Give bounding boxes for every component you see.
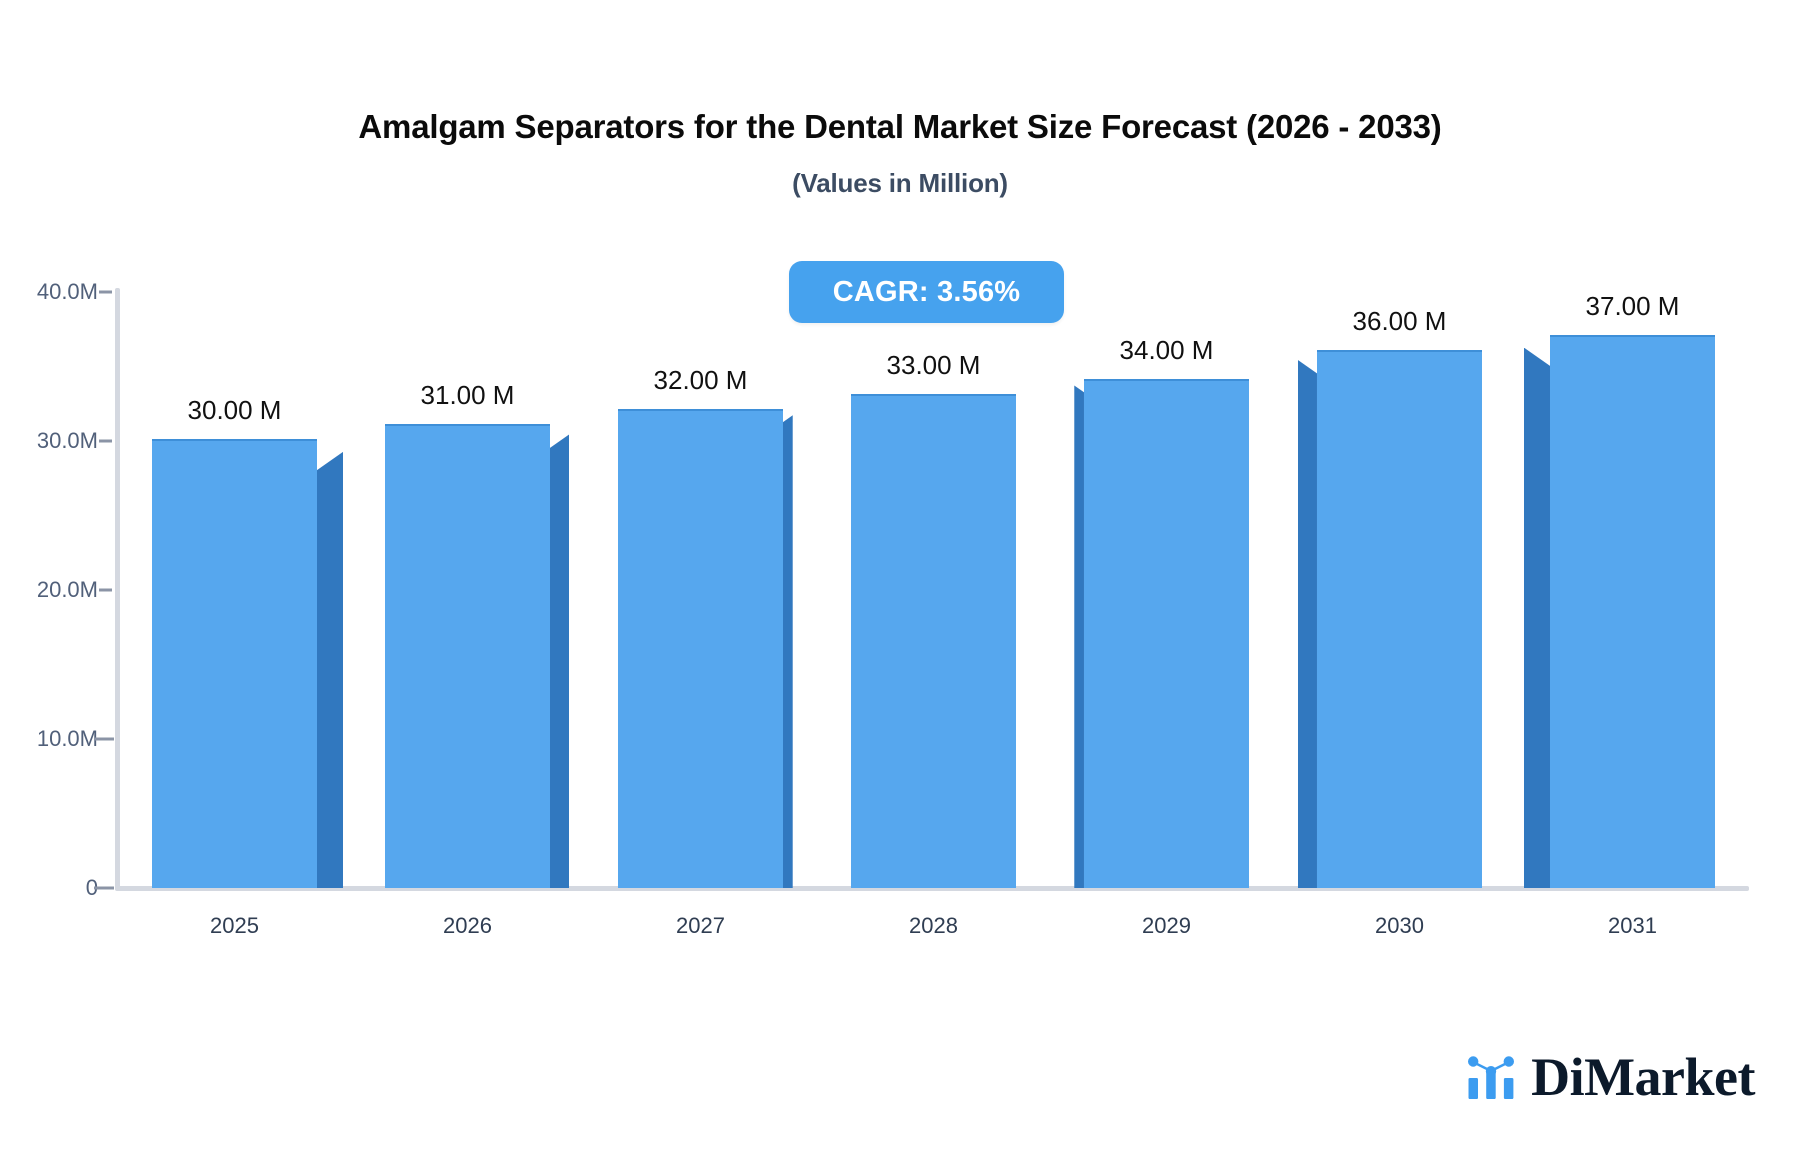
- bar-side-face: [1074, 385, 1084, 888]
- bar-front-face: [385, 424, 550, 888]
- bar-front-face: [1084, 379, 1249, 888]
- bar-front-face: [1317, 349, 1482, 888]
- bar-value-label: 36.00 M: [1352, 305, 1447, 336]
- bar-value-label: 37.00 M: [1585, 290, 1680, 321]
- bar-side-face: [317, 451, 343, 888]
- bar-value-label: 33.00 M: [886, 350, 981, 381]
- bar-value-label: 34.00 M: [1119, 335, 1214, 366]
- bar-front-face: [851, 394, 1016, 888]
- bar-value-label: 31.00 M: [420, 380, 515, 411]
- chart-subtitle: (Values in Million): [792, 168, 1008, 198]
- bar-value-label: 30.00 M: [187, 395, 282, 425]
- bar-value-label: 32.00 M: [653, 365, 748, 396]
- bar-front-face: [152, 439, 317, 888]
- cagr-badge: CAGR: 3.56%: [789, 261, 1064, 323]
- bar-front-face: [1550, 334, 1715, 888]
- bar-side-face: [1297, 359, 1317, 888]
- bar-side-face: [1524, 347, 1550, 888]
- brand-name: DiMarket: [1531, 1047, 1755, 1107]
- brand-logo: DiMarket: [1465, 1050, 1755, 1104]
- cagr-badge-label: CAGR: 3.56%: [832, 275, 1021, 308]
- bar-side-face: [550, 434, 570, 888]
- bar-front-face: [618, 409, 783, 888]
- bar-chart-icon: [1468, 1056, 1515, 1099]
- bar-side-face: [783, 415, 793, 888]
- page-title: Amalgam Separators for the Dental Market…: [358, 108, 1442, 145]
